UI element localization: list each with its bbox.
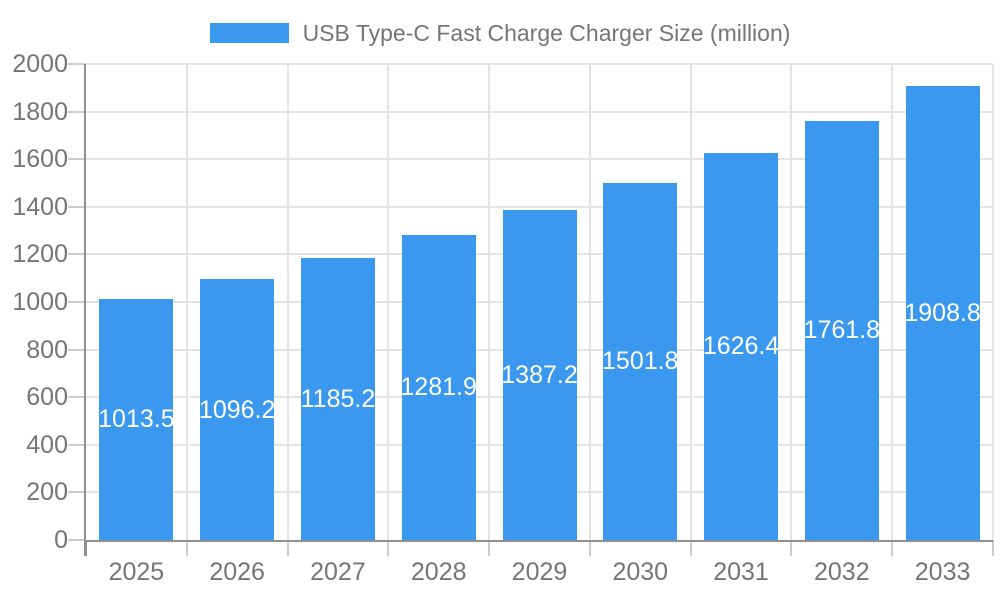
bar[interactable] [401, 234, 476, 540]
v-gridline [891, 64, 894, 540]
y-axis-tick [68, 443, 86, 446]
h-gridline [86, 205, 993, 208]
y-axis-tick [68, 301, 86, 303]
y-tick-label: 2000 [12, 50, 68, 78]
v-gridline [689, 64, 692, 540]
x-tick-label: 2030 [612, 558, 669, 586]
y-tick-label: 600 [26, 383, 68, 412]
bar-value-label: 1387.2 [501, 360, 578, 389]
y-axis-tick [68, 396, 86, 399]
bar-value-label: 1761.8 [803, 316, 881, 345]
x-axis-tick [588, 540, 591, 556]
x-tick-label: 2025 [108, 558, 165, 586]
x-axis-tick [185, 540, 188, 556]
bar-value-label: 1096.2 [198, 395, 276, 424]
x-tick-label: 2033 [914, 558, 971, 586]
y-axis-tick [68, 63, 86, 65]
bar[interactable] [704, 152, 779, 540]
y-tick-label: 0 [54, 526, 68, 554]
legend-swatch [209, 23, 289, 43]
bar[interactable] [200, 279, 275, 540]
x-axis-tick [286, 540, 289, 556]
x-axis-tick [689, 540, 692, 556]
v-gridline [588, 64, 591, 540]
bar-value-label: 1013.5 [98, 405, 175, 434]
y-tick-label: 200 [26, 478, 68, 507]
y-axis-tick [68, 491, 86, 494]
x-axis-line [84, 540, 993, 542]
x-tick-label: 2026 [209, 558, 265, 586]
h-gridline [86, 63, 993, 65]
y-axis-tick [68, 348, 86, 351]
y-axis-tick [68, 539, 86, 541]
y-axis-line [84, 64, 86, 556]
legend[interactable]: USB Type-C Fast Charge Charger Size (mil… [0, 18, 1000, 48]
y-tick-label: 1400 [12, 192, 68, 221]
v-gridline [488, 64, 491, 540]
bar[interactable] [502, 209, 577, 540]
bar-value-label: 1626.4 [702, 332, 780, 361]
h-gridline [86, 110, 993, 113]
v-gridline [286, 64, 289, 540]
x-axis-tick [790, 540, 793, 556]
x-axis-tick [387, 540, 390, 556]
bar[interactable] [603, 182, 678, 540]
y-tick-label: 1800 [12, 97, 68, 126]
bar-value-label: 1281.9 [400, 373, 477, 402]
bar-value-label: 1908.8 [904, 298, 981, 327]
x-tick-label: 2028 [410, 558, 467, 586]
y-tick-label: 1600 [12, 145, 68, 174]
v-gridline [387, 64, 390, 540]
v-gridline [790, 64, 793, 540]
y-axis-tick [68, 110, 86, 113]
x-tick-label: 2029 [511, 558, 568, 586]
y-tick-label: 400 [26, 430, 68, 459]
bar-value-label: 1185.2 [300, 384, 376, 413]
x-axis-tick [891, 540, 894, 556]
y-axis-tick [68, 253, 86, 256]
bar[interactable] [905, 85, 980, 540]
y-tick-label: 800 [26, 335, 68, 364]
bar-value-label: 1501.8 [602, 347, 679, 376]
bar[interactable] [300, 257, 375, 540]
x-tick-label: 2031 [713, 558, 769, 586]
bar[interactable] [99, 298, 174, 540]
x-axis-tick [992, 540, 994, 556]
x-axis-tick [488, 540, 491, 556]
y-axis-tick [68, 205, 86, 208]
y-tick-label: 1200 [12, 240, 68, 269]
x-axis-tick [85, 540, 87, 556]
h-gridline [86, 158, 993, 161]
x-tick-label: 2027 [310, 558, 366, 586]
y-tick-label: 1000 [12, 288, 68, 316]
v-gridline [992, 64, 994, 540]
x-tick-label: 2032 [814, 558, 870, 586]
legend-label: USB Type-C Fast Charge Charger Size (mil… [302, 20, 791, 46]
y-axis-tick [68, 158, 86, 161]
bar[interactable] [804, 120, 879, 540]
v-gridline [185, 64, 188, 540]
